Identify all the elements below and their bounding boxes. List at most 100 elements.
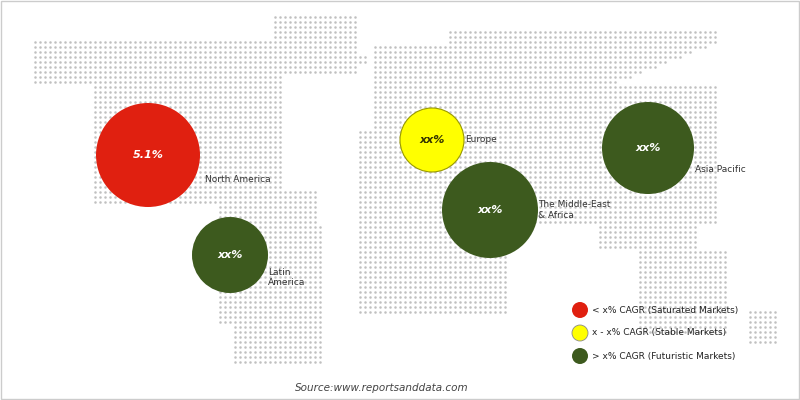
Point: [374, 274, 386, 280]
Point: [469, 29, 482, 35]
Point: [674, 289, 686, 295]
Point: [669, 119, 682, 125]
Point: [289, 309, 302, 315]
Point: [638, 219, 651, 225]
Point: [309, 49, 322, 55]
Point: [274, 229, 286, 235]
Point: [314, 19, 326, 25]
Point: [134, 164, 146, 170]
Point: [254, 49, 266, 55]
Point: [314, 229, 326, 235]
Point: [258, 239, 271, 245]
Point: [289, 14, 302, 20]
Point: [709, 89, 722, 95]
Point: [638, 39, 651, 45]
Point: [304, 284, 317, 290]
Point: [478, 39, 491, 45]
Point: [563, 54, 576, 60]
Point: [218, 169, 231, 175]
Point: [224, 89, 237, 95]
Point: [384, 299, 397, 305]
Point: [523, 114, 536, 120]
Point: [718, 314, 731, 320]
Point: [398, 49, 411, 55]
Point: [658, 89, 671, 95]
Point: [664, 284, 677, 290]
Point: [229, 149, 242, 155]
Point: [389, 234, 402, 240]
Point: [269, 319, 282, 325]
Point: [38, 39, 51, 45]
Point: [678, 134, 691, 140]
Point: [544, 134, 557, 140]
Point: [584, 84, 597, 90]
Point: [389, 44, 402, 50]
Point: [394, 274, 406, 280]
Point: [689, 289, 702, 295]
Point: [698, 174, 711, 180]
Point: [689, 224, 702, 230]
Point: [354, 144, 366, 150]
Point: [318, 44, 331, 50]
Point: [243, 254, 256, 260]
Point: [304, 264, 317, 270]
Point: [649, 144, 662, 150]
Point: [489, 259, 502, 265]
Point: [769, 334, 782, 340]
Point: [624, 104, 637, 110]
Point: [509, 129, 522, 135]
Point: [474, 239, 486, 245]
Point: [409, 219, 422, 225]
Point: [334, 19, 346, 25]
Point: [158, 179, 171, 185]
Point: [218, 159, 231, 165]
Point: [258, 104, 271, 110]
Point: [554, 174, 566, 180]
Point: [449, 164, 462, 170]
Point: [424, 104, 437, 110]
Point: [569, 49, 582, 55]
Point: [274, 154, 286, 160]
Point: [678, 34, 691, 40]
Point: [523, 64, 536, 70]
Point: [638, 134, 651, 140]
Point: [489, 174, 502, 180]
Point: [683, 289, 696, 295]
Point: [394, 269, 406, 275]
Point: [458, 209, 471, 215]
Point: [234, 239, 246, 245]
Point: [389, 49, 402, 55]
Point: [344, 59, 357, 65]
Point: [374, 44, 386, 50]
Point: [203, 49, 216, 55]
Point: [289, 189, 302, 195]
Point: [144, 174, 157, 180]
Point: [669, 114, 682, 120]
Point: [304, 294, 317, 300]
Point: [418, 54, 431, 60]
Point: [449, 259, 462, 265]
Point: [594, 149, 606, 155]
Point: [334, 64, 346, 70]
Point: [424, 169, 437, 175]
Point: [598, 194, 611, 200]
Point: [629, 149, 642, 155]
Point: [464, 204, 477, 210]
Point: [89, 64, 102, 70]
Point: [449, 119, 462, 125]
Point: [144, 149, 157, 155]
Point: [514, 169, 526, 175]
Point: [664, 289, 677, 295]
Point: [638, 279, 651, 285]
Point: [198, 84, 211, 90]
Point: [638, 54, 651, 60]
Point: [363, 169, 377, 175]
Point: [209, 159, 222, 165]
Point: [369, 224, 382, 230]
Point: [529, 44, 542, 50]
Point: [549, 59, 562, 65]
Point: [494, 119, 506, 125]
Point: [158, 199, 171, 205]
Point: [234, 114, 246, 120]
Point: [264, 304, 277, 310]
